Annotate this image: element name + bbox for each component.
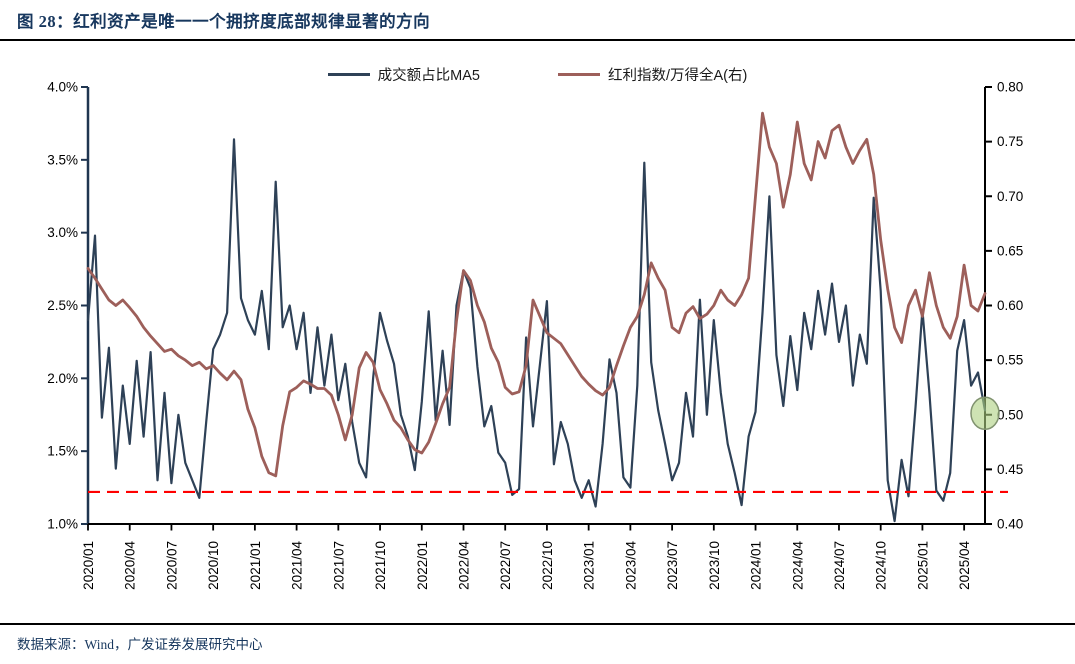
- x-axis-tick-label: 2022/01: [415, 541, 430, 590]
- left-axis-tick-label: 1.5%: [47, 444, 78, 459]
- left-axis-tick-label: 3.5%: [47, 152, 78, 167]
- right-axis-tick-label: 0.75: [997, 134, 1023, 149]
- x-axis-tick-label: 2024/10: [874, 541, 889, 590]
- x-axis-tick-label: 2021/10: [373, 541, 388, 590]
- right-axis-tick-label: 0.80: [997, 80, 1023, 95]
- x-axis-tick-label: 2023/01: [582, 541, 597, 590]
- x-axis-tick-label: 2022/04: [456, 541, 471, 590]
- x-axis-tick-label: 2021/01: [248, 541, 263, 590]
- x-axis-tick-label: 2020/04: [123, 541, 138, 590]
- series-line-dividend-index-ratio: [86, 111, 987, 478]
- x-axis-tick-label: 2021/07: [331, 541, 346, 590]
- x-axis-tick-label: 2020/10: [206, 541, 221, 590]
- x-axis-tick-label: 2023/10: [707, 541, 722, 590]
- x-axis-tick-label: 2025/04: [957, 541, 972, 590]
- source-note: 数据来源：Wind，广发证券发展研究中心: [17, 637, 263, 652]
- right-axis-tick-label: 0.60: [997, 298, 1023, 313]
- right-axis-tick-label: 0.65: [997, 243, 1023, 258]
- highlight-circle: [970, 396, 1000, 431]
- x-axis-tick-label: 2023/07: [665, 541, 680, 590]
- x-axis-tick-label: 2022/10: [540, 541, 555, 590]
- x-axis-tick-label: 2020/01: [81, 541, 96, 590]
- left-axis-tick-label: 4.0%: [47, 80, 78, 95]
- right-axis-tick-label: 0.45: [997, 462, 1023, 477]
- x-axis-tick-label: 2021/04: [290, 541, 305, 590]
- left-axis-tick-label: 3.0%: [47, 225, 78, 240]
- right-axis-tick-label: 0.70: [997, 189, 1023, 204]
- left-axis-tick-label: 1.0%: [47, 517, 78, 532]
- figure-title: 图 28：红利资产是唯一一个拥挤度底部规律显著的方向: [17, 12, 431, 31]
- legend-line-swatch-brown: [557, 72, 600, 77]
- right-axis-tick-label: 0.40: [997, 517, 1023, 532]
- x-axis-tick-label: 2020/07: [164, 541, 179, 590]
- legend-line-swatch-navy: [327, 72, 370, 77]
- legend-label-dividend-index-ratio: 红利指数/万得全A(右): [607, 68, 748, 84]
- right-axis-tick-label: 0.50: [997, 407, 1023, 422]
- title-divider-line: [0, 39, 1075, 41]
- legend: 成交额占比MA5 红利指数/万得全A(右): [0, 64, 1075, 85]
- x-axis-tick-label: 2023/04: [623, 541, 638, 590]
- x-axis-tick-label: 2024/07: [832, 541, 847, 590]
- x-axis-tick-label: 2024/04: [790, 541, 805, 590]
- left-axis-tick-label: 2.0%: [47, 371, 78, 386]
- x-axis-tick-label: 2024/01: [749, 541, 764, 590]
- legend-item-dividend-index-ratio: 红利指数/万得全A(右): [557, 64, 748, 85]
- x-axis-tick-label: 2025/01: [915, 541, 930, 590]
- x-axis-tick-label: 2022/07: [498, 541, 513, 590]
- legend-item-volume-share-ma5: 成交额占比MA5: [327, 64, 480, 85]
- left-axis-tick-label: 2.5%: [47, 298, 78, 313]
- footer-divider-line: [0, 623, 1075, 625]
- series-line-volume-share-ma5: [86, 138, 987, 523]
- right-axis-tick-label: 0.55: [997, 353, 1023, 368]
- legend-label-volume-share-ma5: 成交额占比MA5: [377, 68, 480, 84]
